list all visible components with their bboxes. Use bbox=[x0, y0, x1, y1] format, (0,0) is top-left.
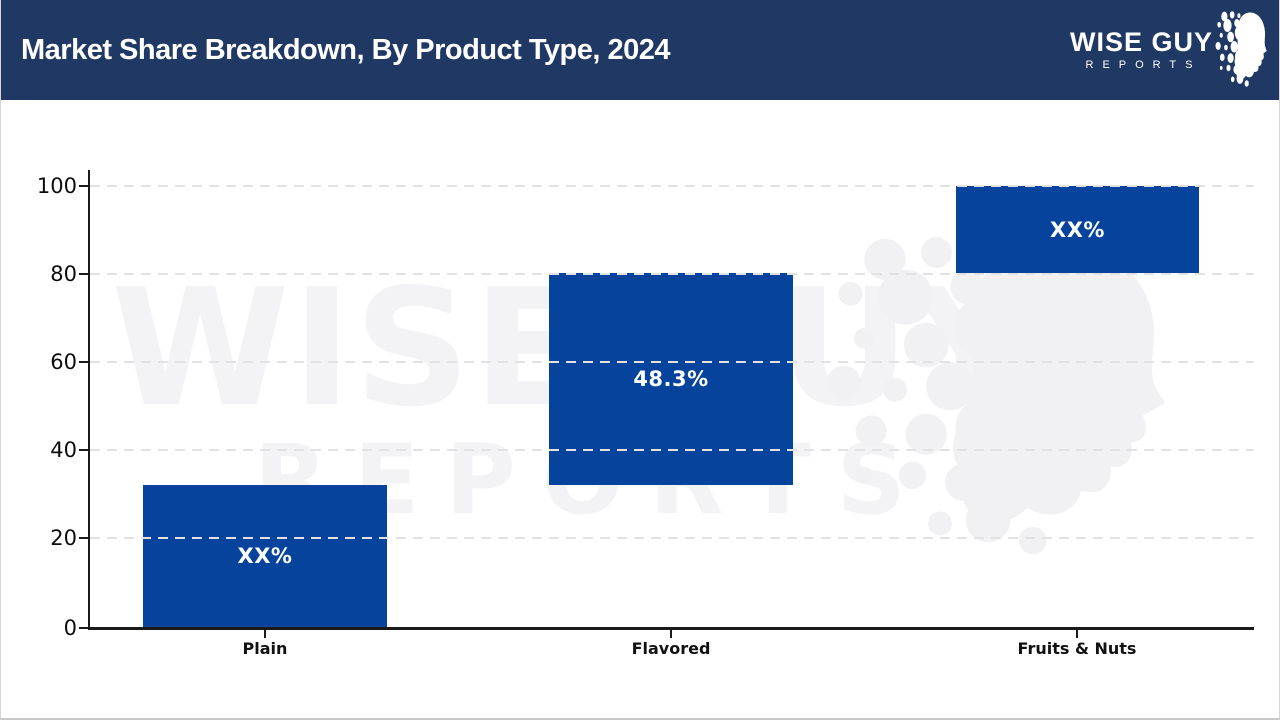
y-tick-60 bbox=[79, 361, 88, 363]
x-label-flavored: Flavored bbox=[631, 639, 711, 658]
y-tick-label-20: 20 bbox=[50, 526, 77, 550]
bar-flavored-value-label: 48.3% bbox=[633, 367, 709, 391]
header-bar: Market Share Breakdown, By Product Type,… bbox=[1, 0, 1279, 100]
y-tick-20 bbox=[79, 537, 88, 539]
wiseguy-logo: WISE GUY REPORTS bbox=[1070, 10, 1267, 90]
wiseguy-head-icon bbox=[1215, 11, 1267, 87]
x-label-plain: Plain bbox=[242, 639, 288, 658]
y-tick-label-80: 80 bbox=[50, 262, 77, 286]
logo-wiseguy-label: WISE GUY bbox=[1069, 27, 1213, 57]
y-tick-label-60: 60 bbox=[50, 350, 77, 374]
x-tick-fruits-nuts bbox=[1076, 630, 1078, 638]
y-tick-label-100: 100 bbox=[36, 174, 77, 198]
bar-plain: XX% bbox=[143, 485, 387, 627]
y-tick-40 bbox=[79, 449, 88, 451]
x-axis-line bbox=[88, 627, 1254, 630]
gridline-100 bbox=[90, 185, 1254, 187]
y-axis-line bbox=[88, 170, 90, 629]
y-tick-100 bbox=[79, 185, 88, 187]
x-tick-plain bbox=[264, 630, 266, 638]
bar-fruits-nuts-value-label: XX% bbox=[1050, 217, 1105, 242]
bar-plain-value-label: XX% bbox=[237, 544, 293, 568]
y-tick-0 bbox=[79, 627, 88, 629]
y-tick-label-40: 40 bbox=[50, 438, 77, 462]
x-label-fruits-nuts: Fruits & Nuts bbox=[1017, 639, 1137, 658]
gridline-80 bbox=[90, 273, 1254, 275]
watermark-head-icon bbox=[826, 237, 1166, 555]
gridline-40 bbox=[90, 449, 1254, 451]
y-tick-80 bbox=[79, 273, 88, 275]
gridline-60 bbox=[90, 361, 1254, 363]
wiseguy-logo-text: WISE GUY REPORTS bbox=[1070, 29, 1213, 71]
page-title: Market Share Breakdown, By Product Type,… bbox=[21, 33, 671, 66]
logo-reports-label: REPORTS bbox=[1085, 59, 1202, 71]
bar-fruits-nuts: XX% bbox=[956, 186, 1199, 273]
bar-flavored: 48.3% bbox=[549, 273, 793, 485]
x-tick-flavored bbox=[670, 630, 672, 638]
y-tick-label-0: 0 bbox=[63, 616, 77, 640]
gridline-20 bbox=[90, 537, 1254, 539]
